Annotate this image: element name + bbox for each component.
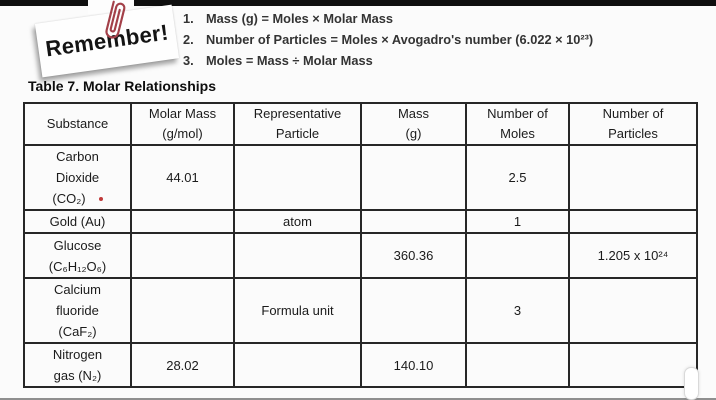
cell-substance: Calcium fluoride (CaF₂)	[23, 277, 132, 344]
cell-mass	[360, 209, 467, 234]
top-letterbox-bar	[0, 0, 716, 6]
substance-text: Gold (Au)	[49, 214, 106, 229]
table-row-calcium-fluoride: Calcium fluoride (CaF₂) Formula unit 3	[23, 277, 698, 344]
cell-substance: Gold (Au)	[23, 209, 132, 234]
cell-representative-particle: atom	[233, 209, 362, 234]
table-row-nitrogen-gas: Nitrogen gas (N₂) 28.02 140.10	[23, 342, 698, 388]
rule-item-1: 1. Mass (g) = Moles × Molar Mass	[183, 8, 593, 29]
col-header-number-of-particles: Number of Particles	[568, 102, 698, 146]
header-line: Number of	[602, 106, 664, 121]
substance-text: Nitrogen gas (N₂)	[52, 347, 103, 383]
rules-list: 1. Mass (g) = Moles × Molar Mass 2. Numb…	[183, 8, 593, 71]
substance-text: Calcium fluoride (CaF₂)	[54, 282, 101, 339]
header-line: Substance	[46, 116, 109, 131]
cell-number-of-particles	[568, 209, 698, 234]
header-line: Particles	[608, 126, 658, 141]
table-row-glucose: Glucose (C₆H₁₂O₆) 360.36 1.205 x 10²⁴	[23, 232, 698, 279]
table-title: Table 7. Molar Relationships	[28, 78, 217, 94]
header-line: (g/mol)	[162, 126, 203, 141]
table-header-row: Substance Molar Mass (g/mol) Representat…	[23, 102, 698, 146]
rule-item-3: 3. Moles = Mass ÷ Molar Mass	[183, 50, 593, 71]
cell-mass	[360, 144, 467, 211]
header-line: Number of	[487, 106, 548, 121]
rule-text: Moles = Mass ÷ Molar Mass	[206, 53, 373, 68]
cell-molar-mass	[130, 232, 235, 279]
rule-item-2: 2. Number of Particles = Moles × Avogadr…	[183, 29, 593, 50]
rule-number: 3.	[183, 53, 194, 68]
cell-substance: Carbon Dioxide (CO₂)	[23, 144, 132, 211]
cell-mass: 360.36	[360, 232, 467, 279]
table-row-gold: Gold (Au) atom 1	[23, 209, 698, 234]
cell-representative-particle	[233, 232, 362, 279]
rule-text: Number of Particles = Moles × Avogadro's…	[206, 32, 594, 47]
cell-molar-mass: 44.01	[130, 144, 235, 211]
header-line: Mass	[397, 106, 430, 121]
header-line: (g)	[405, 126, 422, 141]
red-dot-marker	[98, 197, 103, 201]
scrollbar-thumb[interactable]	[684, 367, 699, 400]
cell-mass	[360, 277, 467, 344]
substance-text: Glucose (C₆H₁₂O₆)	[48, 237, 107, 274]
col-header-number-of-moles: Number of Moles	[465, 102, 570, 146]
cell-number-of-moles: 3	[465, 277, 570, 344]
header-line: Particle	[275, 126, 320, 141]
cell-substance: Glucose (C₆H₁₂O₆)	[23, 232, 132, 279]
rule-number: 2.	[183, 32, 194, 47]
header-line: Moles	[500, 126, 535, 141]
rule-text: Mass (g) = Moles × Molar Mass	[206, 11, 394, 26]
col-header-representative-particle: Representative Particle	[233, 102, 362, 146]
cell-number-of-particles	[568, 342, 698, 388]
col-header-substance: Substance	[23, 102, 132, 146]
cell-number-of-particles	[568, 144, 698, 211]
cell-substance: Nitrogen gas (N₂)	[23, 342, 132, 388]
cell-representative-particle	[233, 144, 362, 211]
cell-number-of-particles: 1.205 x 10²⁴	[568, 232, 698, 279]
cell-molar-mass	[130, 277, 235, 344]
rule-number: 1.	[183, 11, 194, 26]
molar-relationships-table: Substance Molar Mass (g/mol) Representat…	[23, 102, 698, 388]
col-header-mass: Mass (g)	[360, 102, 467, 146]
cell-mass: 140.10	[360, 342, 467, 388]
header-line: Representative	[253, 106, 342, 121]
header-line: Molar Mass	[148, 106, 217, 121]
cell-number-of-moles	[465, 232, 570, 279]
paperclip-icon	[105, 0, 126, 39]
cell-number-of-particles	[568, 277, 698, 344]
table-row-carbon-dioxide: Carbon Dioxide (CO₂) 44.01 2.5	[23, 144, 698, 211]
cell-number-of-moles: 2.5	[465, 144, 570, 211]
bottom-letterbox-bar	[0, 398, 716, 400]
col-header-molar-mass: Molar Mass (g/mol)	[130, 102, 235, 146]
substance-text: Carbon Dioxide (CO₂)	[52, 149, 100, 206]
cell-number-of-moles: 1	[465, 209, 570, 234]
cell-molar-mass: 28.02	[130, 342, 235, 388]
cell-representative-particle	[233, 342, 362, 388]
cell-molar-mass	[130, 209, 235, 234]
cell-number-of-moles	[465, 342, 570, 388]
cell-representative-particle: Formula unit	[233, 277, 362, 344]
